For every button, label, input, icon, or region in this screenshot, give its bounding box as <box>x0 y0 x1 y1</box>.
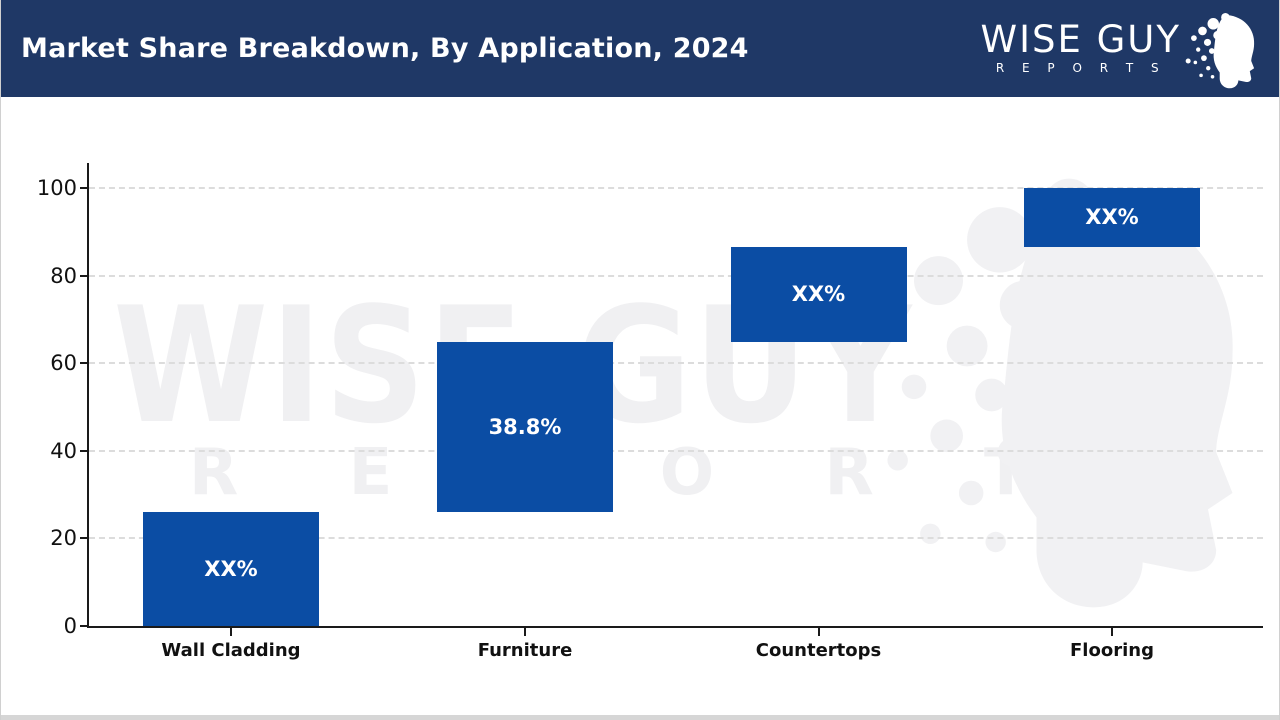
x-tick-label: Countertops <box>755 640 882 661</box>
y-gridline <box>89 449 1263 452</box>
x-tick <box>524 627 526 636</box>
x-tick-label: Flooring <box>1070 640 1154 661</box>
bar-flooring: XX% <box>1024 188 1200 247</box>
y-tick-label: 60 <box>50 351 77 376</box>
x-tick-label: Wall Cladding <box>161 640 301 661</box>
y-tick-label: 20 <box>50 526 77 551</box>
x-tick-label: Furniture <box>477 640 573 661</box>
bar-countertops: XX% <box>730 246 907 343</box>
y-tick-label: 80 <box>50 263 77 288</box>
y-tick <box>80 537 89 540</box>
x-axis-line <box>87 626 1263 628</box>
y-tick <box>80 187 89 189</box>
y-tick <box>80 625 89 627</box>
head-profile-dots-icon <box>1185 13 1255 89</box>
y-tick <box>80 449 89 452</box>
x-tick <box>1111 627 1113 636</box>
y-tick-label: 100 <box>36 176 77 200</box>
bar-value-label: XX% <box>204 557 258 582</box>
chart-title: Market Share Breakdown, By Application, … <box>21 33 749 64</box>
y-tick-label: 0 <box>63 614 77 638</box>
brand-subname: R E P O R T S <box>995 61 1166 75</box>
y-tick <box>80 362 89 365</box>
x-tick <box>230 627 232 636</box>
bottom-border-band <box>1 715 1279 720</box>
brand-logo-text: WISE GUY R E P O R T S <box>980 18 1181 76</box>
brand-logo: WISE GUY R E P O R T S <box>981 6 1263 92</box>
y-gridline <box>89 274 1263 277</box>
bar-wall-cladding: XX% <box>143 512 319 626</box>
bar-furniture: 38.8% <box>437 342 613 513</box>
y-gridline <box>89 537 1263 540</box>
y-gridline <box>89 362 1263 365</box>
y-tick <box>80 274 89 277</box>
brand-name: WISE GUY <box>980 18 1181 61</box>
header-bar: Market Share Breakdown, By Application, … <box>1 0 1279 97</box>
y-gridline <box>89 187 1263 189</box>
y-axis-line <box>87 163 89 628</box>
bar-value-label: XX% <box>791 282 846 307</box>
bar-value-label: 38.8% <box>488 415 562 440</box>
y-tick-label: 40 <box>50 438 77 463</box>
x-tick <box>817 627 820 636</box>
bar-value-label: XX% <box>1085 205 1139 230</box>
